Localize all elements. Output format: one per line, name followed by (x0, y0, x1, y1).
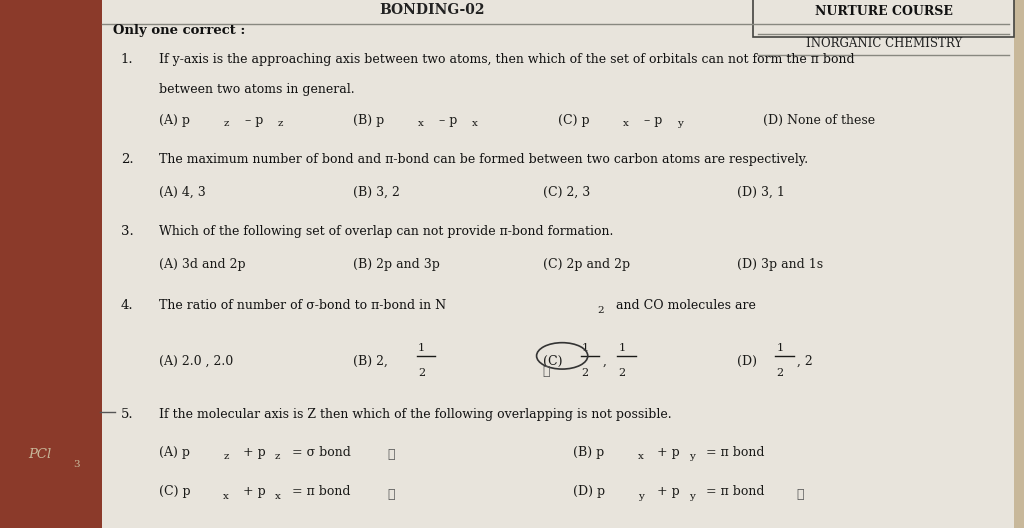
Text: (C) p: (C) p (558, 114, 590, 127)
Bar (97, 0, 1014, 528)
Text: (B) p: (B) p (353, 114, 385, 127)
Text: = π bond: = π bond (702, 446, 765, 459)
Text: z: z (278, 119, 283, 128)
Text: x: x (623, 119, 629, 128)
Text: (D) 3, 1: (D) 3, 1 (737, 186, 785, 199)
Text: + p: + p (653, 446, 680, 459)
Text: y: y (689, 492, 695, 501)
Text: 1: 1 (582, 343, 589, 353)
Text: Only one correct :: Only one correct : (113, 24, 245, 37)
Text: Which of the following set of overlap can not provide π-bond formation.: Which of the following set of overlap ca… (159, 225, 613, 239)
Text: = π bond: = π bond (288, 485, 350, 498)
Text: + p: + p (239, 485, 265, 498)
Text: ✓: ✓ (387, 448, 394, 461)
Text: (B) 3, 2: (B) 3, 2 (353, 186, 400, 199)
Text: + p: + p (653, 485, 680, 498)
Bar (1014, 0, 1024, 528)
Text: (A) 2.0 , 2.0: (A) 2.0 , 2.0 (159, 355, 233, 368)
Text: INORGANIC CHEMISTRY: INORGANIC CHEMISTRY (806, 37, 962, 50)
Text: NURTURE COURSE: NURTURE COURSE (815, 5, 952, 18)
Text: (A) p: (A) p (159, 114, 189, 127)
Text: ✓: ✓ (797, 488, 804, 501)
Text: y: y (677, 119, 683, 128)
Text: ✓: ✓ (543, 365, 550, 379)
Text: BONDING-02: BONDING-02 (379, 3, 484, 17)
Text: (D): (D) (737, 355, 758, 368)
Text: z: z (223, 452, 228, 461)
Text: 3.: 3. (121, 225, 133, 239)
Text: z: z (223, 119, 228, 128)
Text: – p: – p (435, 114, 458, 127)
Text: – p: – p (640, 114, 663, 127)
Text: (D) p: (D) p (573, 485, 605, 498)
Text: (D) None of these: (D) None of these (763, 114, 874, 127)
Text: The maximum number of bond and π-bond can be formed between two carbon atoms are: The maximum number of bond and π-bond ca… (159, 153, 808, 166)
Text: – p: – p (241, 114, 263, 127)
Text: ,: , (602, 355, 606, 368)
Text: and CO molecules are: and CO molecules are (612, 299, 757, 313)
Text: 5.: 5. (121, 408, 133, 421)
Text: 1: 1 (618, 343, 626, 353)
FancyBboxPatch shape (753, 0, 1014, 37)
Text: y: y (689, 452, 695, 461)
Text: between two atoms in general.: between two atoms in general. (159, 83, 354, 97)
Text: = π bond: = π bond (702, 485, 765, 498)
Text: (C) 2p and 2p: (C) 2p and 2p (543, 258, 630, 271)
Text: (C) p: (C) p (159, 485, 190, 498)
Text: 2.: 2. (121, 153, 133, 166)
Text: (C) 2, 3: (C) 2, 3 (543, 186, 590, 199)
Text: (A) p: (A) p (159, 446, 189, 459)
Text: x: x (418, 119, 424, 128)
Text: (A) 4, 3: (A) 4, 3 (159, 186, 206, 199)
Text: (A) 3d and 2p: (A) 3d and 2p (159, 258, 246, 271)
Text: , 2: , 2 (797, 355, 812, 368)
Text: 2: 2 (776, 368, 783, 378)
Text: 4.: 4. (121, 299, 133, 313)
Text: 3: 3 (74, 460, 80, 469)
Bar (0, 0, 102, 528)
Text: (B) p: (B) p (573, 446, 605, 459)
Text: x: x (472, 119, 478, 128)
Text: (C): (C) (543, 355, 562, 368)
Text: PCl: PCl (29, 448, 52, 461)
Text: = σ bond: = σ bond (288, 446, 350, 459)
Text: ✓: ✓ (387, 488, 394, 501)
Text: 1.: 1. (121, 53, 133, 66)
Text: (B) 2p and 3p: (B) 2p and 3p (353, 258, 440, 271)
Text: 2: 2 (597, 306, 603, 315)
Text: 1: 1 (418, 343, 425, 353)
Text: (B) 2,: (B) 2, (353, 355, 388, 368)
Text: y: y (638, 492, 644, 501)
Text: + p: + p (239, 446, 265, 459)
Text: 2: 2 (618, 368, 626, 378)
Text: The ratio of number of σ-bond to π-bond in N: The ratio of number of σ-bond to π-bond … (159, 299, 445, 313)
Text: If y-axis is the approaching axis between two atoms, then which of the set of or: If y-axis is the approaching axis betwee… (159, 53, 854, 66)
Text: z: z (274, 452, 280, 461)
Text: x: x (223, 492, 229, 501)
Text: 2: 2 (582, 368, 589, 378)
Text: If the molecular axis is Z then which of the following overlapping is not possib: If the molecular axis is Z then which of… (159, 408, 672, 421)
Text: 1: 1 (776, 343, 783, 353)
Text: (D) 3p and 1s: (D) 3p and 1s (737, 258, 823, 271)
Text: 2: 2 (418, 368, 425, 378)
Text: x: x (638, 452, 644, 461)
Text: x: x (274, 492, 281, 501)
